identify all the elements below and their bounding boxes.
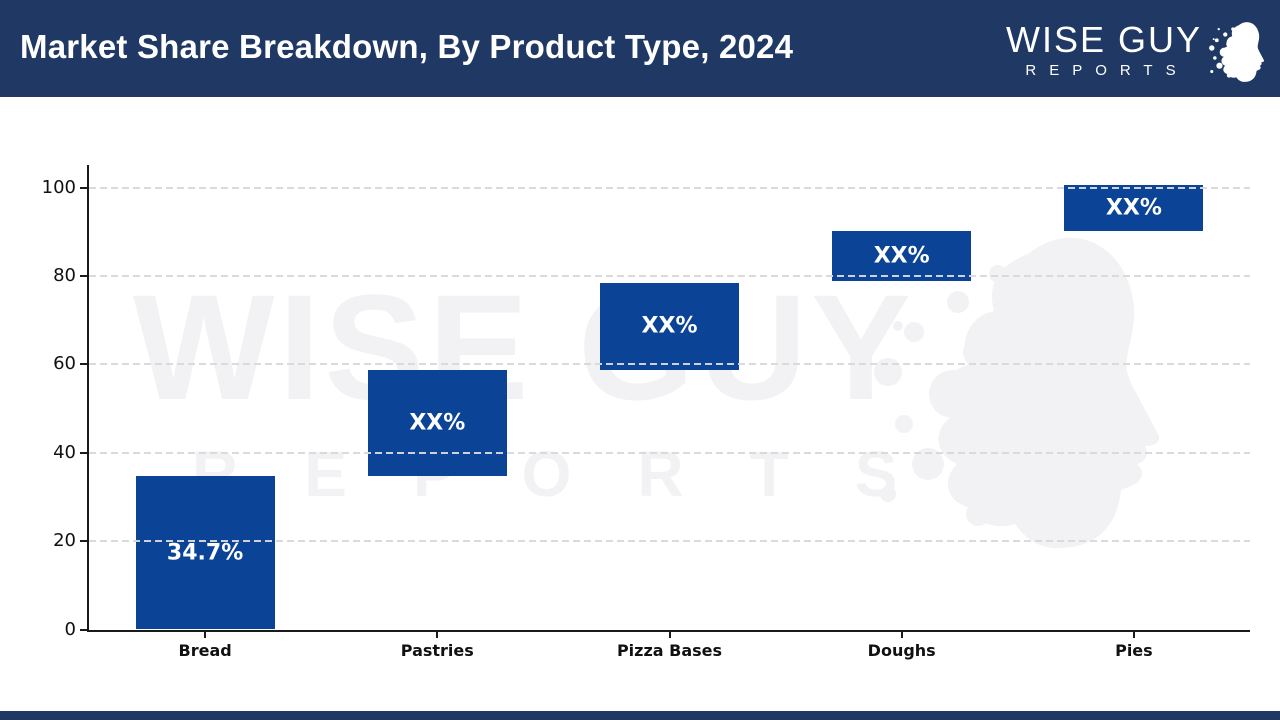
bar: [135, 476, 275, 630]
x-tick-mark: [436, 632, 439, 638]
grid-line: [89, 186, 1250, 189]
wiseguy-logo-brand: WISE GUY: [1005, 19, 1202, 60]
bar-label: XX%: [409, 410, 466, 436]
x-tick-mark: [668, 632, 671, 638]
x-axis-label: Pizza Bases: [616, 641, 723, 660]
bar-label: XX%: [1105, 195, 1162, 221]
x-tick-mark: [204, 632, 207, 638]
y-tick-label: 0: [64, 618, 76, 640]
y-tick-label: 100: [41, 176, 76, 198]
watermark-head-profile-icon: [874, 237, 1160, 549]
y-tick-mark: [80, 363, 87, 366]
bar-label: XX%: [873, 243, 930, 269]
x-axis-spine: [87, 630, 1250, 632]
footer-bar: [0, 711, 1280, 720]
y-tick-label: 40: [53, 441, 76, 463]
grid-line: [89, 540, 1250, 543]
x-tick-mark: [1132, 632, 1135, 638]
y-tick-label: 20: [53, 530, 76, 552]
x-axis-label: Pastries: [400, 641, 474, 660]
y-tick-mark: [80, 540, 87, 543]
bar: [1064, 185, 1204, 232]
y-tick-mark: [80, 274, 87, 277]
bar-label: 34.7%: [166, 540, 244, 566]
x-tick-mark: [900, 632, 903, 638]
bar: [367, 370, 507, 476]
y-tick-label: 60: [53, 353, 76, 375]
x-axis-label: Bread: [178, 641, 232, 660]
wiseguy-logo-sub: REPORTS: [1025, 62, 1189, 79]
bar: [832, 231, 972, 282]
wiseguy-logo-face-icon: [1209, 22, 1264, 82]
watermark-brand-text: WISE GUY: [133, 263, 916, 431]
bar: [600, 282, 739, 370]
x-axis-label: Doughs: [867, 641, 936, 660]
bar-label: XX%: [641, 313, 698, 339]
x-axis-label: Pies: [1115, 641, 1153, 660]
grid-line: [89, 363, 1250, 366]
page-title: Market Share Breakdown, By Product Type,…: [20, 28, 794, 65]
wiseguy-logo: WISE GUY REPORTS: [1006, 6, 1272, 92]
y-axis-spine: [87, 165, 89, 632]
y-tick-mark: [80, 186, 87, 189]
wiseguy-logo-text: WISE GUY REPORTS: [1006, 20, 1202, 80]
y-tick-label: 80: [53, 264, 76, 286]
header-bar: Market Share Breakdown, By Product Type,…: [0, 0, 1280, 97]
y-tick-mark: [80, 628, 87, 631]
grid-line: [89, 451, 1250, 454]
grid-line: [89, 274, 1250, 277]
y-tick-mark: [80, 451, 87, 454]
